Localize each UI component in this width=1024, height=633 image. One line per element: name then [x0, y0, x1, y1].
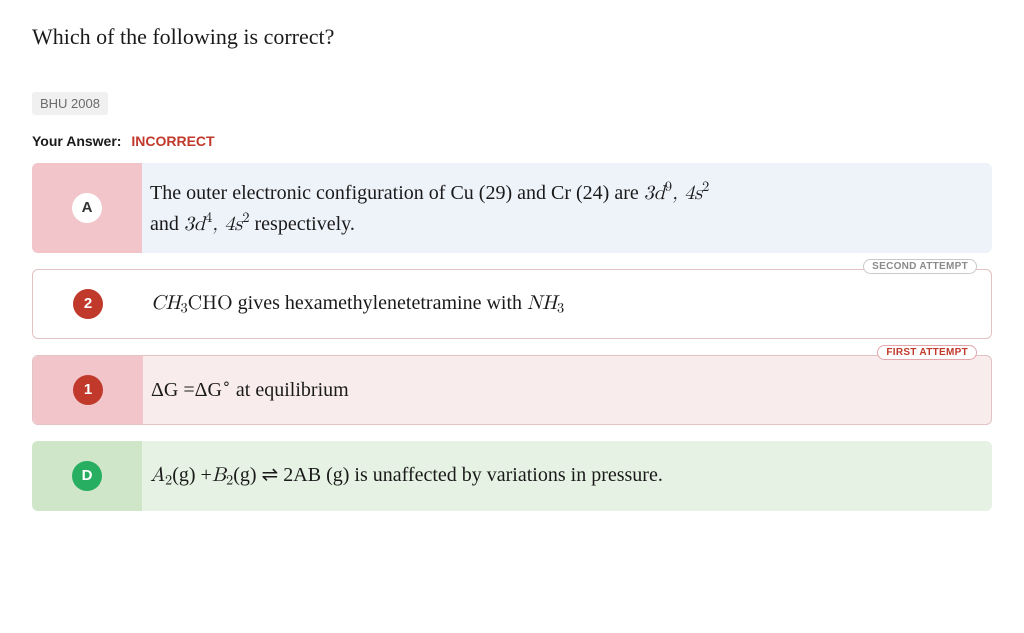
option-b[interactable]: SECOND ATTEMPT 2 CH3CHO gives hexamethyl…	[32, 269, 992, 339]
txt: 3d	[644, 183, 665, 203]
txt: is unaffected by variations in pressure.	[349, 464, 662, 486]
txt: AB	[293, 464, 326, 486]
your-answer-status: INCORRECT	[131, 133, 214, 149]
txt: , 4s	[212, 214, 242, 234]
option-d-left: D	[32, 441, 142, 511]
option-b-left: 2	[33, 270, 143, 338]
txt: and	[512, 182, 551, 204]
your-answer-label: Your Answer:	[32, 133, 121, 149]
txt: (g)	[326, 464, 349, 486]
txt: , 4s	[672, 183, 702, 203]
txt: are	[609, 182, 643, 204]
txt: Cu (29)	[450, 182, 512, 204]
question-text: Which of the following is correct?	[32, 24, 992, 50]
option-c-badge: 1	[73, 375, 103, 405]
txt: gives hexamethylenetetramine with	[233, 292, 527, 314]
txt: H	[542, 293, 557, 313]
txt: Cr (24)	[551, 182, 609, 204]
sub: 3	[180, 300, 187, 315]
txt: =	[183, 379, 194, 401]
sub: 3	[557, 300, 564, 315]
option-a-left: A	[32, 163, 142, 253]
txt: respectively.	[250, 213, 355, 235]
sup: 9	[665, 179, 672, 194]
option-d-badge: D	[72, 461, 102, 491]
txt: (g)	[233, 464, 261, 486]
second-attempt-tag: SECOND ATTEMPT	[863, 259, 977, 274]
txt: B	[212, 465, 226, 485]
your-answer-row: Your Answer: INCORRECT	[32, 133, 992, 149]
option-a[interactable]: A The outer electronic configuration of …	[32, 163, 992, 253]
option-d-letter: D	[82, 467, 93, 484]
txt: ΔG	[195, 379, 222, 401]
txt: 2	[283, 464, 293, 486]
txt: N	[527, 293, 542, 313]
option-a-badge: A	[72, 193, 102, 223]
option-b-letter: 2	[84, 295, 92, 312]
exam-tag: BHU 2008	[32, 92, 108, 115]
option-d[interactable]: D A2(g) +B2(g) ⇌ 2AB (g) is unaffected b…	[32, 441, 992, 511]
option-b-body: CH3CHO gives hexamethylenetetramine with…	[143, 275, 991, 333]
sup: 2	[702, 179, 709, 194]
txt: ⇌	[262, 464, 284, 486]
option-c[interactable]: FIRST ATTEMPT 1 ΔG =ΔG∘ at equilibrium	[32, 355, 992, 425]
txt: A	[150, 465, 165, 485]
option-a-body: The outer electronic configuration of Cu…	[142, 163, 992, 253]
sup: ∘	[222, 376, 231, 392]
option-c-body: ΔG =ΔG∘ at equilibrium	[143, 360, 991, 419]
txt: CHO	[188, 293, 233, 313]
txt: (g)	[172, 464, 200, 486]
sup: 2	[242, 210, 249, 225]
txt: C	[151, 293, 165, 313]
option-b-badge: 2	[73, 289, 103, 319]
txt: ΔG	[151, 379, 183, 401]
attempt-label: FIRST ATTEMPT	[886, 347, 968, 358]
txt: The outer electronic configuration of	[150, 182, 450, 204]
txt: at equilibrium	[231, 379, 349, 401]
txt: +	[201, 464, 212, 486]
option-d-body: A2(g) +B2(g) ⇌ 2AB (g) is unaffected by …	[142, 447, 992, 505]
option-a-letter: A	[82, 199, 93, 216]
txt: H	[165, 293, 180, 313]
txt: 3d	[184, 214, 205, 234]
first-attempt-tag: FIRST ATTEMPT	[877, 345, 977, 360]
txt: and	[150, 213, 184, 235]
option-a-text: The outer electronic configuration of Cu…	[150, 182, 709, 235]
attempt-label: SECOND ATTEMPT	[872, 261, 968, 272]
option-c-letter: 1	[84, 381, 92, 398]
option-c-left: 1	[33, 356, 143, 424]
